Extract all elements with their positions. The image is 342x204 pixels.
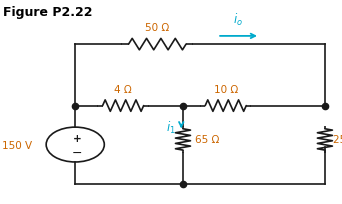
Text: 25 Ω: 25 Ω [333,135,342,145]
Text: 10 Ω: 10 Ω [214,85,238,95]
Text: $i_1$: $i_1$ [166,120,175,135]
Text: $i_o$: $i_o$ [233,11,243,28]
Text: Figure P2.22: Figure P2.22 [3,6,93,19]
Text: 65 Ω: 65 Ω [195,135,219,145]
Text: 50 Ω: 50 Ω [145,23,169,33]
Text: −: − [72,146,82,159]
Text: +: + [73,133,81,143]
Text: 4 Ω: 4 Ω [114,85,132,95]
Text: 150 V: 150 V [2,140,32,150]
